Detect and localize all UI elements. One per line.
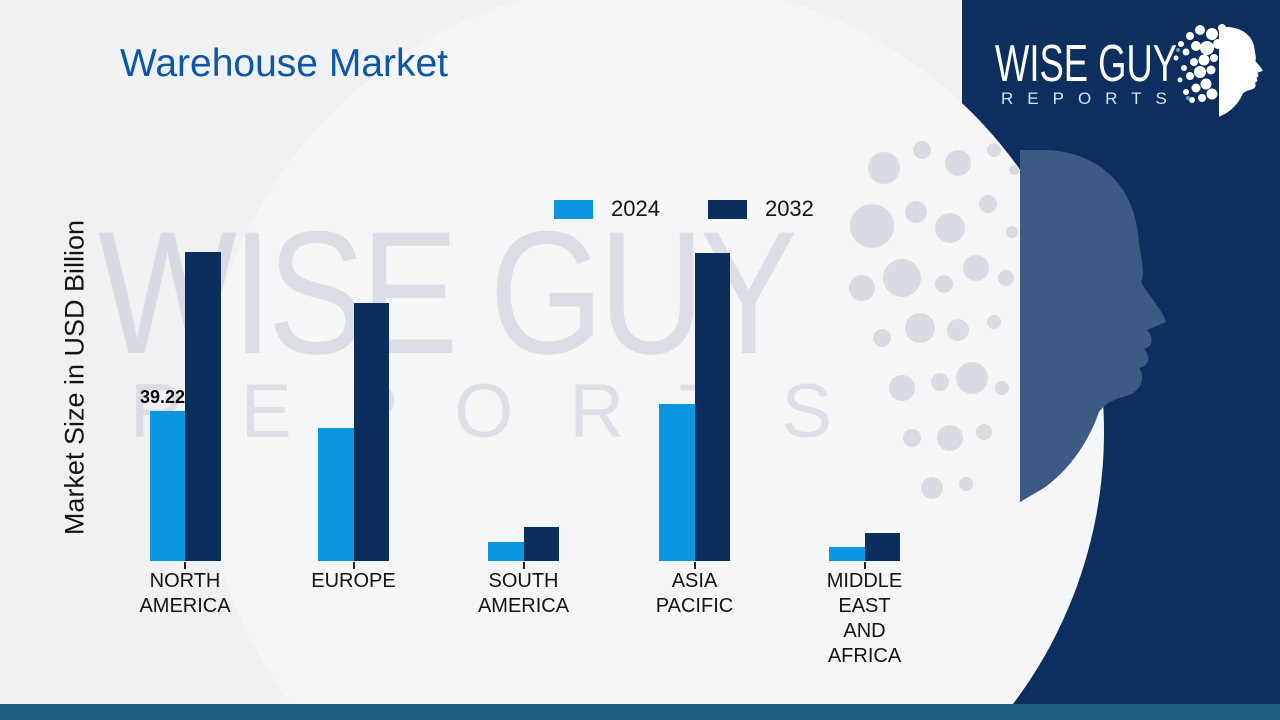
axis-tick	[522, 562, 525, 569]
category-label: EUROPE	[311, 570, 396, 592]
category-label: MIDDLE EAST AND AFRICA	[826, 570, 903, 667]
data-label: 39.22	[139, 387, 186, 408]
legend-item-2032: 2032	[707, 196, 814, 222]
axis-tick	[693, 562, 696, 569]
legend-swatch	[707, 199, 747, 219]
legend-item-2024: 2024	[554, 196, 660, 222]
legend-swatch	[554, 199, 593, 219]
bar-2024-north-america	[149, 411, 185, 561]
bar-2024-europe	[318, 427, 354, 561]
bar-2024-middle-east-and-africa	[829, 546, 865, 561]
bar-2032-north-america	[185, 252, 221, 561]
page-title: Warehouse Market	[120, 42, 449, 85]
bar-2024-south-america	[488, 541, 524, 561]
chart-legend: 2024 2032	[554, 196, 814, 222]
wiseguy-face-icon	[1219, 27, 1263, 117]
category-label: SOUTH AMERICA	[477, 570, 570, 617]
face-watermark	[1020, 150, 1166, 502]
brain-dots-gray	[849, 141, 1019, 499]
y-axis-label: Market Size in USD Billion	[59, 219, 90, 536]
category-label: ASIA PACIFIC	[655, 570, 734, 617]
bar-2024-asia-pacific	[659, 403, 695, 561]
bar-2032-asia-pacific	[694, 253, 730, 561]
logo-wiseguy-text: WISE GUY	[995, 35, 1178, 93]
logo-brain-dots	[1173, 24, 1226, 103]
axis-tick	[863, 562, 866, 569]
axis-tick	[352, 562, 355, 569]
logo-reports-text: REPORTS	[1001, 89, 1181, 108]
footer-accent-bar	[0, 704, 1280, 720]
legend-label: 2032	[764, 196, 814, 221]
bar-2032-south-america	[523, 526, 559, 561]
category-label: NORTH AMERICA	[139, 570, 231, 617]
bar-2032-middle-east-and-africa	[864, 533, 900, 561]
axis-tick	[184, 562, 186, 569]
legend-label: 2024	[611, 196, 660, 221]
bar-2032-europe	[353, 302, 389, 561]
